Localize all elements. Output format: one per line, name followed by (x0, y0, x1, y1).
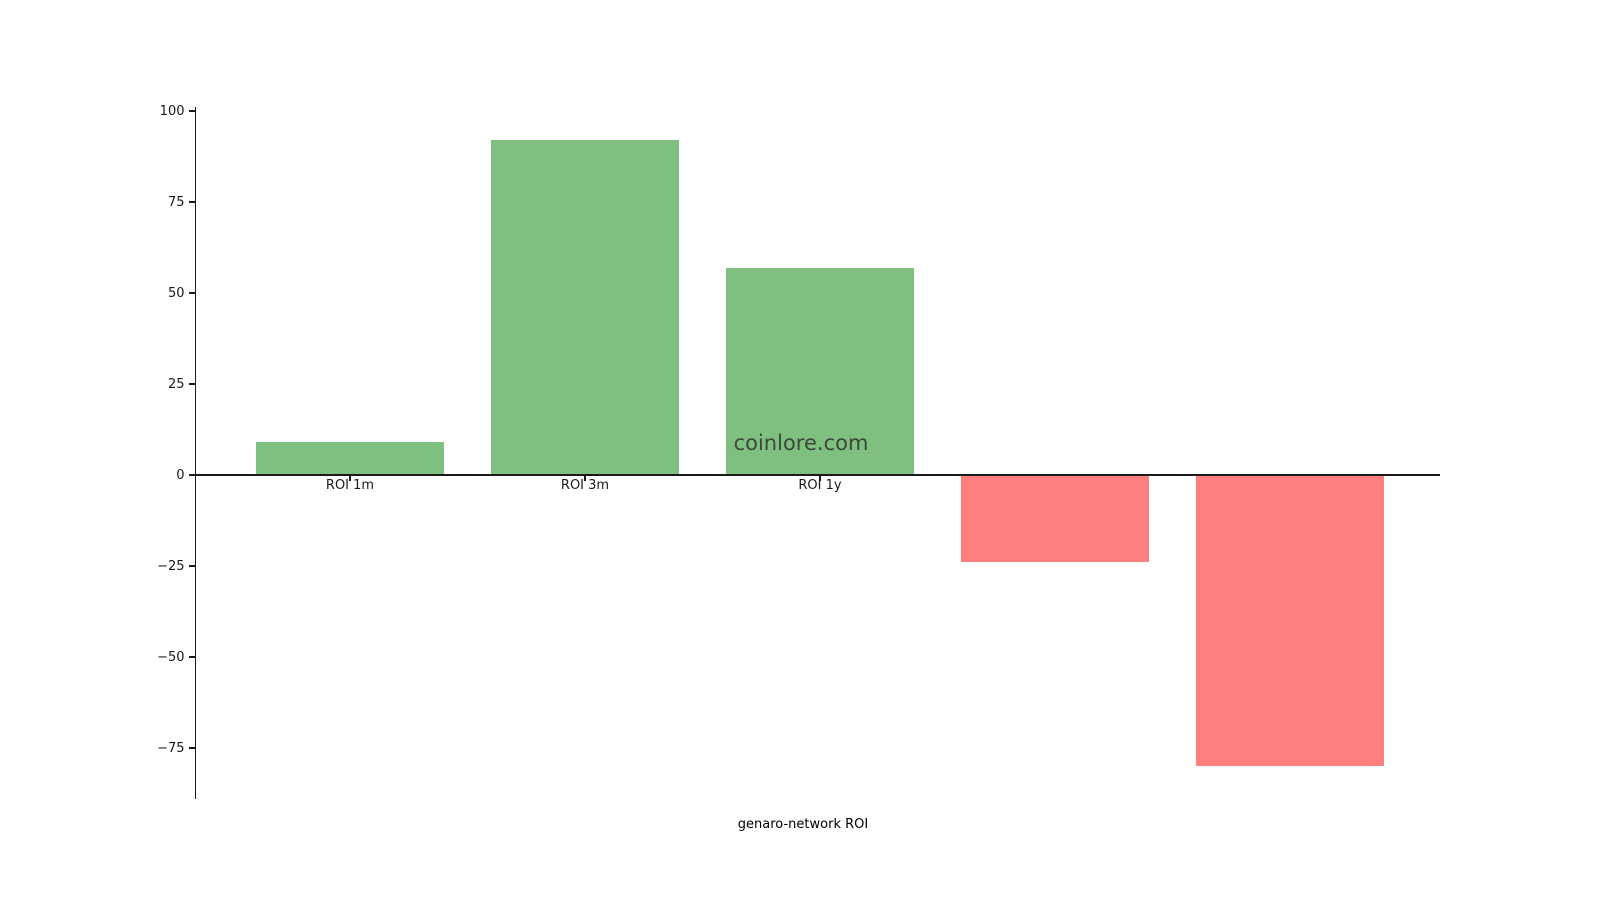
y-tick-mark (188, 110, 195, 112)
x-tick-label: ROI 1y (798, 478, 842, 493)
y-tick-label: −75 (157, 740, 185, 756)
x-tick-label: ROI 1m (325, 478, 375, 493)
bar-roi-1y (726, 267, 914, 475)
y-tick-label: 75 (167, 194, 185, 210)
x-axis-zero-line (196, 474, 1440, 476)
chart-title: genaro-network ROI (737, 817, 869, 832)
y-tick-label: 50 (167, 285, 185, 301)
y-tick-mark (188, 383, 195, 385)
y-tick-label: 100 (159, 103, 185, 119)
y-tick-mark (188, 201, 195, 203)
y-tick-mark (188, 656, 195, 658)
bar-unlabeled-4 (1196, 475, 1384, 767)
y-tick-label: −25 (157, 558, 185, 574)
bar-roi-3m (491, 140, 679, 475)
y-tick-mark (188, 474, 195, 476)
bar-unlabeled-3 (961, 475, 1149, 563)
y-tick-mark (188, 747, 195, 749)
x-tick-label: ROI 3m (560, 478, 610, 493)
x-tick-mark (349, 475, 351, 481)
bar-roi-1m (256, 442, 444, 475)
y-tick-label: −50 (157, 649, 185, 665)
y-tick-mark (188, 292, 195, 294)
coinlore-watermark: coinlore.com (733, 431, 869, 455)
x-tick-mark (819, 475, 821, 481)
y-tick-mark (188, 565, 195, 567)
y-tick-label: 0 (176, 467, 185, 483)
y-axis-spine (194, 107, 196, 799)
x-tick-mark (584, 475, 586, 481)
y-tick-label: 25 (167, 376, 185, 392)
